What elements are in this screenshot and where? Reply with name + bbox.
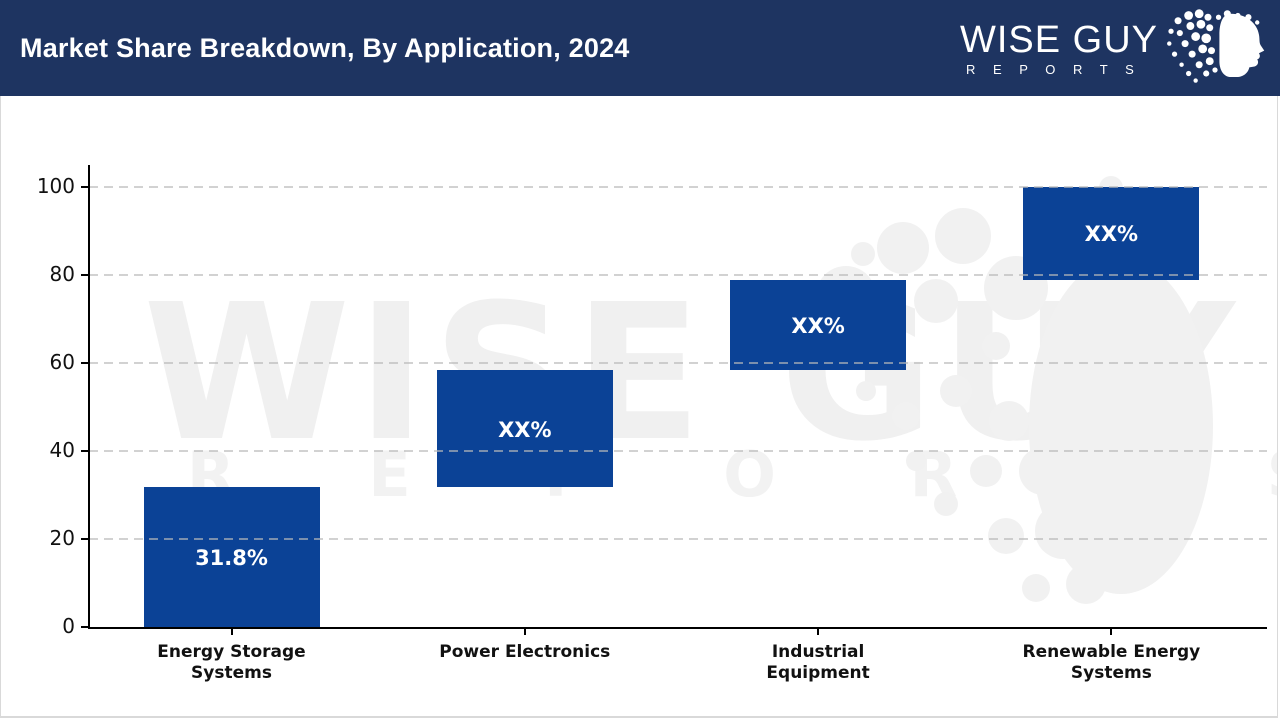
y-tick-mark — [81, 626, 89, 628]
logo-face-icon — [1167, 9, 1265, 83]
wise-guy-reports-logo: WISE GUY R E P O R T S — [960, 6, 1266, 90]
bar-value-label: 31.8% — [195, 546, 268, 571]
y-tick-mark — [81, 538, 89, 540]
y-axis-line — [88, 165, 90, 629]
x-tick-mark — [817, 629, 820, 635]
y-tick-label: 40 — [49, 438, 75, 462]
y-tick-mark — [81, 362, 89, 364]
x-axis-line — [88, 627, 1267, 629]
logo-text: WISE GUY R E P O R T S — [960, 21, 1158, 76]
bar-segment — [436, 370, 613, 488]
y-tick-label: 0 — [62, 614, 75, 638]
x-tick-mark — [1110, 629, 1113, 635]
x-tick-mark — [523, 629, 526, 635]
x-tick-mark — [230, 629, 233, 635]
y-gridline — [89, 186, 1267, 188]
x-category-label: Industrial Equipment — [766, 642, 870, 683]
y-tick-label: 20 — [49, 526, 75, 550]
watermark-text-2: R E P O R T S — [187, 438, 1278, 511]
bar-segment — [143, 487, 320, 627]
y-tick-label: 80 — [49, 262, 75, 286]
y-tick-label: 60 — [49, 350, 75, 374]
x-category-label: Renewable Energy Systems — [1022, 642, 1201, 683]
logo-name: WISE GUY — [959, 18, 1158, 61]
y-tick-mark — [81, 450, 89, 452]
header-bar: Market Share Breakdown, By Application, … — [0, 0, 1280, 96]
logo-subtitle: R E P O R T S — [965, 61, 1141, 77]
x-category-label: Energy Storage Systems — [157, 642, 306, 683]
bar-value-label: XX% — [1084, 222, 1139, 247]
bar-value-label: XX% — [791, 313, 845, 338]
y-tick-mark — [81, 274, 89, 276]
y-tick-mark — [81, 186, 89, 188]
page-title: Market Share Breakdown, By Application, … — [20, 32, 630, 63]
y-gridline — [89, 274, 1267, 276]
y-gridline — [89, 538, 1267, 540]
y-tick-label: 100 — [36, 174, 75, 198]
chart-canvas: WISE GUY R E P O R T S 0 20 40 60 80 100 31.8%… — [0, 96, 1278, 718]
y-gridline — [89, 450, 1267, 452]
x-category-label: Power Electronics — [439, 642, 611, 662]
bar-value-label: XX% — [498, 417, 552, 442]
y-gridline — [89, 362, 1267, 364]
